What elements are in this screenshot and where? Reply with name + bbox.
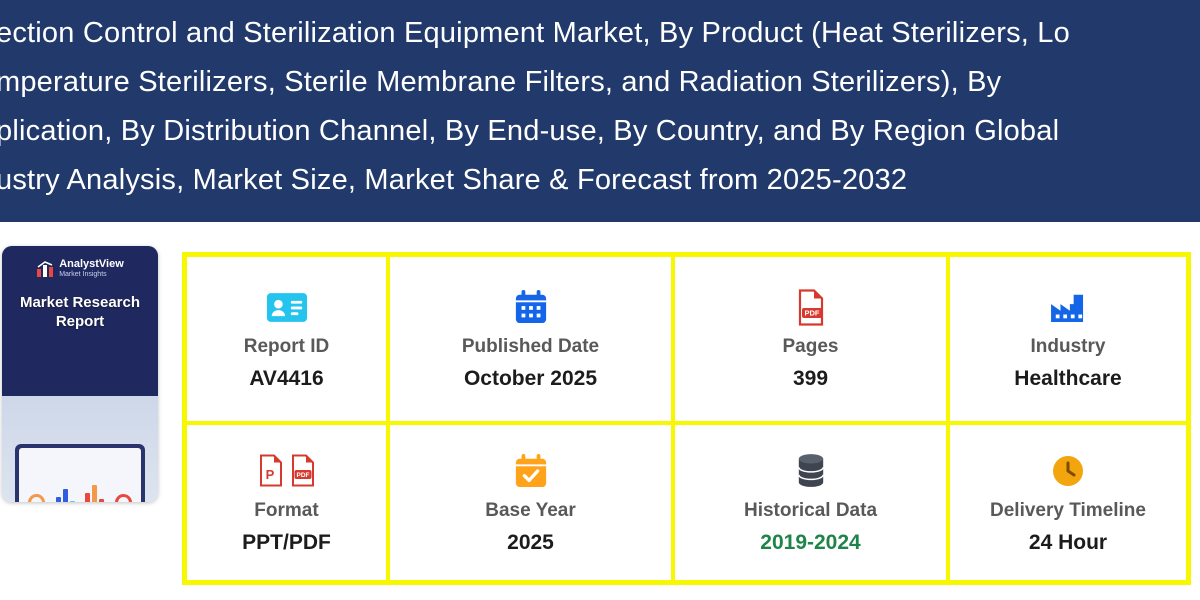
info-value: 2025	[507, 530, 554, 554]
info-cell-published-date: Published Date October 2025	[388, 255, 673, 423]
report-cover-thumbnail: AnalystView Market Insights Market Resea…	[2, 246, 158, 502]
info-value: Healthcare	[1014, 367, 1122, 390]
thumbnail-header-panel: AnalystView Market Insights Market Resea…	[2, 246, 158, 396]
calendar-check-icon	[515, 453, 546, 487]
clock-icon	[1053, 455, 1083, 486]
database-icon	[797, 454, 824, 487]
thumbnail-title: Market Research Report	[8, 293, 152, 331]
info-label: Base Year	[485, 499, 576, 521]
info-label: Format	[254, 499, 319, 521]
svg-text:PDF: PDF	[296, 472, 309, 479]
bar-chart-logo-icon	[37, 260, 54, 277]
info-value: 24 Hour	[1028, 530, 1108, 554]
industry-icon	[1051, 294, 1084, 323]
info-cell-report-id: Report ID AV4416	[185, 255, 388, 423]
info-label: Published Date	[461, 336, 600, 357]
thumbnail-title-line1: Market Research	[19, 294, 141, 311]
info-value: October 2025	[463, 367, 598, 390]
donut-chart-graphic	[114, 494, 132, 502]
info-cell-base-year: Base Year 2025	[388, 423, 673, 582]
monitor-screen	[19, 448, 141, 502]
report-title-line: mperature Sterilizers, Sterile Membrane …	[0, 66, 1002, 98]
mini-bar-chart	[85, 485, 105, 502]
report-info-grid: Report ID AV4416 Published Date October …	[182, 252, 1191, 585]
info-label: Industry	[1030, 336, 1106, 357]
info-label: Historical Data	[743, 499, 878, 521]
report-title-line: ection Control and Sterilization Equipme…	[0, 17, 1070, 49]
brand-name: AnalystView	[59, 258, 124, 270]
report-title-line: plication, By Distribution Channel, By E…	[0, 115, 1060, 147]
report-title-banner: ection Control and Sterilization Equipme…	[0, 0, 1200, 222]
info-cell-pages: PDF Pages 399	[673, 255, 948, 423]
info-cell-delivery-timeline: Delivery Timeline 24 Hour	[948, 423, 1188, 582]
info-value: AV4416	[249, 367, 324, 390]
calendar-icon	[515, 290, 546, 324]
info-cell-historical-data: Historical Data 2019-2024	[673, 423, 948, 582]
info-label: Report ID	[243, 336, 330, 357]
svg-text:PDF: PDF	[804, 308, 819, 317]
id-card-icon	[266, 292, 307, 322]
ppt-file-icon: P	[259, 454, 282, 487]
report-title-line: ustry Analysis, Market Size, Market Shar…	[0, 164, 908, 196]
info-cell-format: P PDF Format PPT/PDF	[185, 423, 388, 582]
thumbnail-title-line2: Report	[55, 313, 105, 330]
info-cell-industry: Industry Healthcare	[948, 255, 1188, 423]
info-label: Pages	[782, 336, 839, 357]
pdf-file-icon: PDF	[291, 454, 314, 487]
info-value: PPT/PDF	[242, 530, 331, 554]
thumbnail-monitor-scene	[2, 444, 158, 502]
info-value: 2019-2024	[760, 530, 861, 554]
svg-text:P: P	[265, 467, 274, 482]
info-value: 399	[792, 367, 829, 390]
donut-chart-graphic	[28, 494, 46, 502]
brand-tagline: Market Insights	[59, 271, 107, 278]
info-label: Delivery Timeline	[990, 499, 1146, 521]
monitor-graphic	[15, 444, 145, 502]
brand-logo: AnalystView Market Insights	[8, 258, 152, 279]
mini-bar-chart	[55, 489, 75, 502]
pdf-file-icon: PDF	[798, 288, 823, 326]
